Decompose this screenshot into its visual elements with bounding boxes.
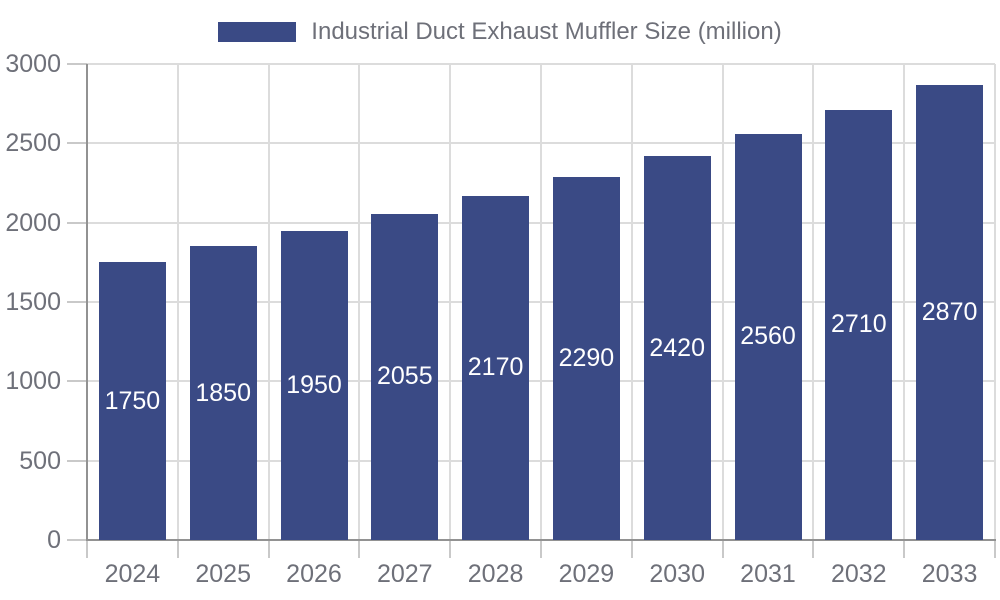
bar-2027[interactable]: 2055 (371, 213, 439, 540)
bar-value-label: 2290 (558, 343, 615, 372)
bar-2026[interactable]: 1950 (280, 230, 348, 540)
x-axis-tick-label-2032: 2032 (830, 560, 887, 588)
bar-2028[interactable]: 2170 (462, 195, 530, 540)
legend-label: Industrial Duct Exhaust Muffler Size (mi… (311, 18, 782, 45)
x-gridline (630, 64, 633, 540)
y-axis-tick-label: 0 (47, 526, 61, 554)
x-tick-mark (358, 540, 361, 558)
y-axis-tick-label: 3000 (5, 50, 61, 78)
x-axis-tick-label-2028: 2028 (467, 560, 524, 588)
y-tick-mark (67, 301, 87, 303)
y-tick-mark (67, 142, 87, 145)
y-tick-mark (67, 221, 87, 224)
y-axis-tick-label: 2000 (5, 208, 61, 237)
y-tick-mark (67, 539, 87, 541)
x-axis-tick-label-2027: 2027 (376, 560, 433, 588)
bar-2024[interactable]: 1750 (98, 262, 166, 540)
y-axis-tick-label: 1000 (5, 367, 61, 396)
x-axis-tick-label-2029: 2029 (558, 560, 615, 588)
x-gridline (267, 64, 270, 540)
y-axis-tick-label: 1500 (5, 288, 61, 316)
bar-2030[interactable]: 2420 (643, 156, 711, 540)
x-gridline (812, 64, 815, 540)
bar-2033[interactable]: 2870 (916, 84, 984, 540)
legend[interactable]: Industrial Duct Exhaust Muffler Size (mi… (0, 12, 1000, 52)
x-axis-line (86, 539, 996, 541)
x-axis-tick-label-2031: 2031 (740, 560, 796, 588)
x-gridline (358, 64, 361, 540)
bar-2031[interactable]: 2560 (734, 133, 802, 540)
x-gridline (903, 64, 906, 540)
x-tick-mark (540, 540, 542, 558)
bar-value-label: 2420 (649, 333, 705, 362)
x-tick-mark (176, 540, 179, 558)
bar-2025[interactable]: 1850 (189, 246, 257, 540)
x-tick-mark (86, 540, 88, 558)
x-gridline (721, 64, 724, 540)
y-axis-tick-label: 500 (19, 446, 61, 475)
bar-value-label: 1850 (195, 378, 251, 407)
x-axis-tick-label-2026: 2026 (286, 560, 342, 588)
x-axis-tick-label-2024: 2024 (104, 560, 161, 588)
x-tick-mark (903, 540, 906, 558)
bar-2029[interactable]: 2290 (552, 176, 620, 540)
x-gridline (994, 64, 996, 540)
bar-value-label: 2560 (740, 322, 796, 351)
x-axis-tick-label-2025: 2025 (195, 560, 251, 588)
x-tick-mark (994, 540, 996, 558)
x-tick-mark (812, 540, 815, 558)
y-axis-tick-label: 2500 (5, 129, 61, 158)
x-gridline (176, 64, 179, 540)
x-tick-mark (449, 540, 452, 558)
x-tick-mark (721, 540, 724, 558)
bar-value-label: 1750 (104, 386, 161, 415)
y-tick-mark (67, 63, 87, 65)
x-gridline (540, 64, 542, 540)
bar-2032[interactable]: 2710 (825, 110, 893, 540)
x-tick-mark (267, 540, 270, 558)
bar-value-label: 2710 (830, 310, 887, 339)
bar-value-label: 1950 (286, 370, 342, 399)
x-axis-tick-label-2030: 2030 (649, 560, 705, 588)
y-tick-mark (67, 380, 87, 383)
x-gridline (449, 64, 452, 540)
y-tick-mark (67, 459, 87, 462)
bar-value-label: 2170 (467, 353, 524, 382)
bar-value-label: 2055 (376, 362, 433, 391)
bar-value-label: 2870 (921, 297, 978, 326)
x-axis-tick-label-2033: 2033 (921, 560, 978, 588)
legend-swatch (218, 22, 297, 42)
x-tick-mark (630, 540, 633, 558)
y-axis-line (86, 64, 88, 540)
